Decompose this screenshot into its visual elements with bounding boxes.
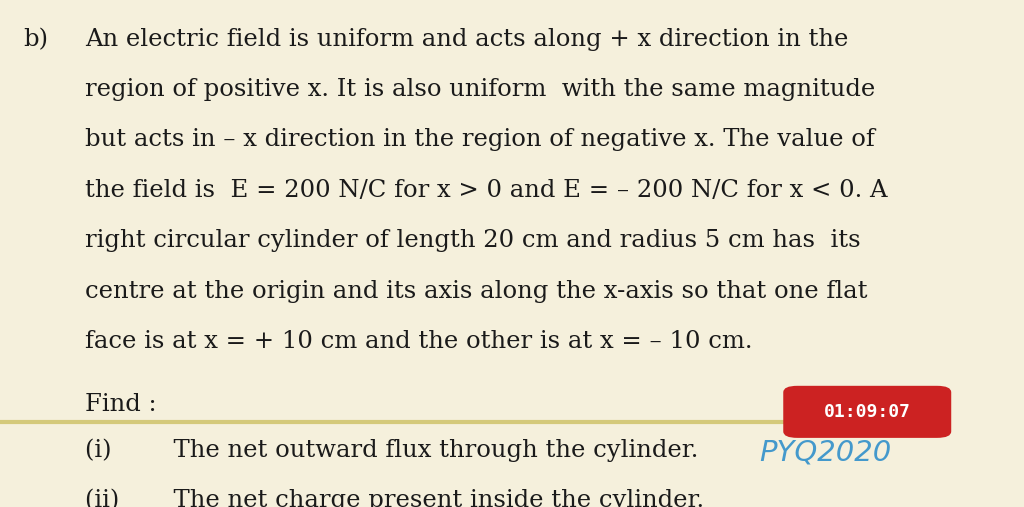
Text: An electric field is uniform and acts along + x direction in the: An electric field is uniform and acts al…	[85, 28, 848, 51]
Text: PYQ2020: PYQ2020	[760, 439, 892, 466]
Text: face is at x = + 10 cm and the other is at x = – 10 cm.: face is at x = + 10 cm and the other is …	[85, 330, 753, 353]
Text: 01:09:07: 01:09:07	[823, 403, 910, 421]
Text: (i)        The net outward flux through the cylinder.: (i) The net outward flux through the cyl…	[85, 439, 698, 462]
Text: centre at the origin and its axis along the x-axis so that one flat: centre at the origin and its axis along …	[85, 279, 867, 303]
Text: (ii)       The net charge present inside the cylinder.: (ii) The net charge present inside the c…	[85, 489, 705, 507]
FancyBboxPatch shape	[783, 386, 951, 438]
Text: b): b)	[24, 28, 48, 51]
Text: the field is  E = 200 N/C for x > 0 and E = – 200 N/C for x < 0. A: the field is E = 200 N/C for x > 0 and E…	[85, 179, 888, 202]
Text: but acts in – x direction in the region of negative x. The value of: but acts in – x direction in the region …	[85, 128, 874, 152]
Text: region of positive x. It is also uniform  with the same magnitude: region of positive x. It is also uniform…	[85, 78, 876, 101]
Text: right circular cylinder of length 20 cm and radius 5 cm has  its: right circular cylinder of length 20 cm …	[85, 229, 860, 252]
Text: Find :: Find :	[85, 393, 157, 416]
